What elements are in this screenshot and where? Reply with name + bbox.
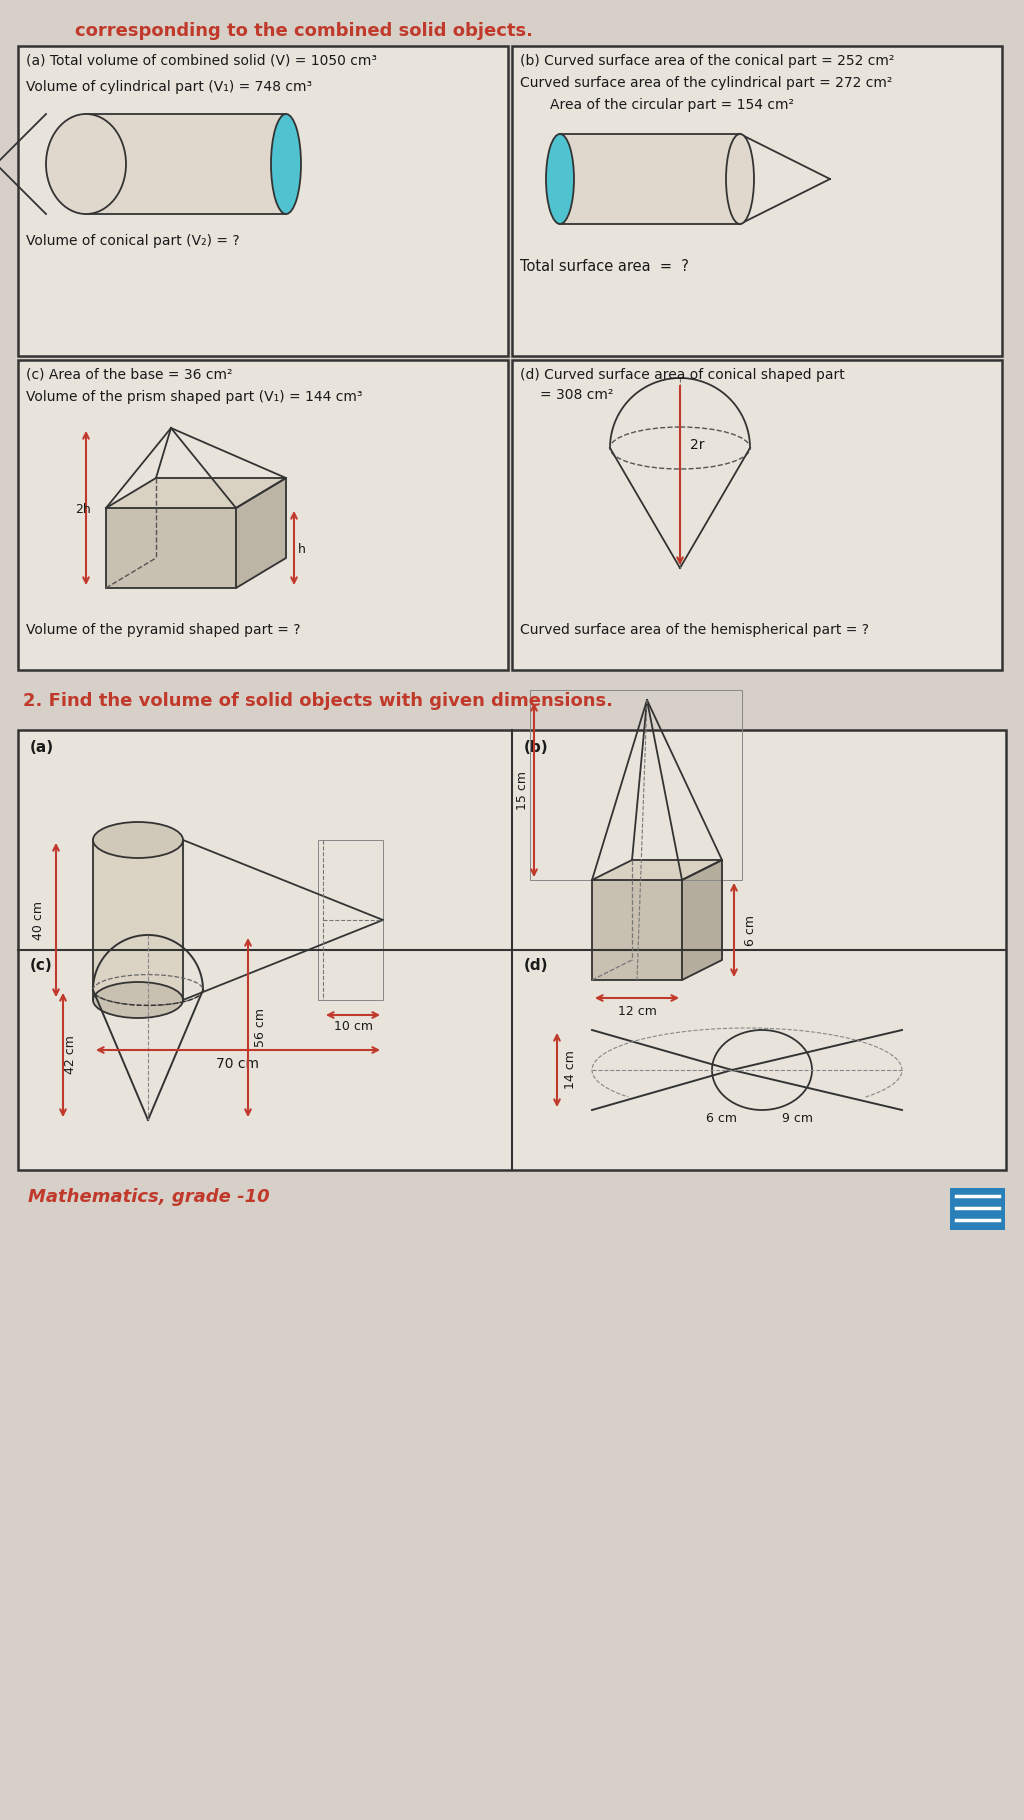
Bar: [18, 360, 508, 670]
Text: (d): (d): [524, 957, 549, 974]
Text: Curved surface area of the hemispherical part = ?: Curved surface area of the hemispherical…: [520, 622, 869, 637]
Bar: [96, 499, 246, 599]
Text: Volume of conical part (V₂) = ?: Volume of conical part (V₂) = ?: [26, 235, 240, 248]
Bar: [86, 115, 286, 215]
Bar: [592, 881, 682, 979]
Text: Curved surface area of the cylindrical part = 272 cm²: Curved surface area of the cylindrical p…: [520, 76, 892, 89]
Text: Volume of the pyramid shaped part = ?: Volume of the pyramid shaped part = ?: [26, 622, 300, 637]
Bar: [512, 46, 1002, 357]
Text: Volume of the prism shaped part (V₁) = 144 cm³: Volume of the prism shaped part (V₁) = 1…: [26, 389, 362, 404]
Text: 56 cm: 56 cm: [255, 1008, 267, 1046]
Polygon shape: [106, 479, 286, 508]
Text: h: h: [298, 542, 306, 555]
Text: (c) Area of the base = 36 cm²: (c) Area of the base = 36 cm²: [26, 368, 232, 382]
Bar: [18, 46, 508, 357]
Text: 10 cm: 10 cm: [334, 1019, 373, 1034]
Ellipse shape: [93, 983, 183, 1017]
Text: Volume of cylindrical part (V₁) = 748 cm³: Volume of cylindrical part (V₁) = 748 cm…: [26, 80, 312, 95]
Text: (b) Curved surface area of the conical part = 252 cm²: (b) Curved surface area of the conical p…: [520, 55, 894, 67]
Text: = 308 cm²: = 308 cm²: [540, 388, 613, 402]
Text: 12 cm: 12 cm: [617, 1005, 656, 1017]
Text: 6 cm: 6 cm: [707, 1112, 737, 1125]
Ellipse shape: [271, 115, 301, 215]
Polygon shape: [93, 841, 183, 999]
Text: Mathematics, grade -10: Mathematics, grade -10: [28, 1188, 269, 1207]
Text: 2r: 2r: [690, 439, 705, 451]
Text: Area of the circular part = 154 cm²: Area of the circular part = 154 cm²: [550, 98, 794, 113]
Text: 6 cm: 6 cm: [743, 914, 757, 946]
Text: (c): (c): [30, 957, 53, 974]
Text: Total surface area  =  ?: Total surface area = ?: [520, 258, 689, 275]
Bar: [560, 135, 740, 224]
Text: corresponding to the combined solid objects.: corresponding to the combined solid obje…: [75, 22, 534, 40]
Ellipse shape: [93, 823, 183, 857]
Text: 42 cm: 42 cm: [65, 1036, 78, 1074]
Ellipse shape: [726, 135, 754, 224]
Bar: [530, 690, 742, 881]
Text: 70 cm: 70 cm: [216, 1057, 259, 1070]
Polygon shape: [236, 479, 286, 588]
Text: 14 cm: 14 cm: [563, 1050, 577, 1090]
Bar: [950, 1188, 1005, 1230]
Text: 40 cm: 40 cm: [32, 901, 44, 939]
Ellipse shape: [546, 135, 574, 224]
Bar: [318, 841, 383, 999]
Text: 9 cm: 9 cm: [781, 1112, 812, 1125]
Text: 15 cm: 15 cm: [515, 770, 528, 810]
Bar: [18, 730, 1006, 1170]
Bar: [512, 360, 1002, 670]
Text: 2. Find the volume of solid objects with given dimensions.: 2. Find the volume of solid objects with…: [23, 692, 613, 710]
Text: (b): (b): [524, 741, 549, 755]
Polygon shape: [592, 861, 722, 881]
Text: (d) Curved surface area of conical shaped part: (d) Curved surface area of conical shape…: [520, 368, 845, 382]
Polygon shape: [682, 861, 722, 979]
Bar: [106, 508, 236, 588]
Text: (a) Total volume of combined solid (V) = 1050 cm³: (a) Total volume of combined solid (V) =…: [26, 55, 377, 67]
Text: 2h: 2h: [75, 502, 91, 517]
Ellipse shape: [46, 115, 126, 215]
Text: (a): (a): [30, 741, 54, 755]
